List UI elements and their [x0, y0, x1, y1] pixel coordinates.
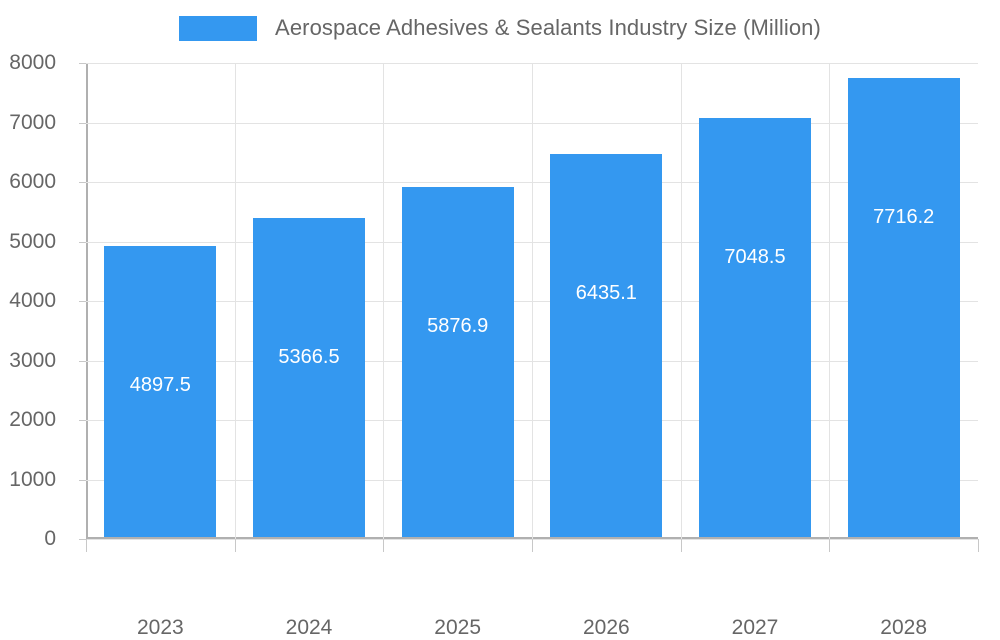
bar-value-label: 6435.1	[575, 282, 637, 305]
gridline-vertical	[532, 63, 533, 539]
y-axis-tick-label: 7000	[9, 110, 56, 134]
y-axis-tick-label: 8000	[9, 51, 56, 74]
x-axis-tick-mark	[383, 539, 385, 552]
x-axis-tick-mark	[829, 539, 831, 552]
x-axis-tick-label: 2023	[136, 616, 184, 639]
x-axis-tick-mark	[978, 539, 979, 552]
y-axis-tick-mark	[79, 182, 86, 183]
bar-value-label: 4897.5	[129, 373, 191, 396]
x-axis-tick-label: 2024	[285, 616, 333, 639]
legend-color-swatch	[179, 15, 258, 41]
x-axis-tick-mark	[86, 539, 87, 552]
bar[interactable]	[699, 117, 811, 537]
y-axis-tick-mark	[79, 241, 86, 243]
gridline-vertical	[234, 63, 236, 539]
y-axis-tick-mark	[79, 360, 86, 362]
x-axis-tick-mark	[234, 539, 236, 552]
y-axis-tick-label: 3000	[9, 348, 56, 372]
y-axis-tick-label: 0	[44, 527, 56, 550]
bar[interactable]	[550, 154, 663, 537]
bar-value-label: 7048.5	[724, 245, 786, 268]
bar[interactable]	[847, 77, 960, 537]
y-axis-tick-label: 4000	[9, 289, 56, 312]
bar-value-label: 7716.2	[873, 205, 935, 228]
bar-value-label: 5366.5	[278, 345, 340, 368]
gridline-vertical	[829, 63, 831, 539]
y-axis-tick-label: 6000	[9, 170, 56, 193]
y-axis-tick-mark	[79, 539, 86, 540]
y-axis-tick-mark	[79, 420, 86, 421]
plot-area: 0 1000 2000 3000 4000 5000 6000 7000 8000 2023 20…	[9, 51, 979, 639]
bar[interactable]	[104, 245, 217, 537]
bar[interactable]	[401, 187, 514, 537]
x-axis-tick-label: 2025	[434, 616, 482, 639]
x-axis-tick-label: 2026	[582, 616, 630, 639]
gridline-vertical	[383, 63, 385, 539]
legend-label: Aerospace Adhesives & Sealants Industry …	[275, 15, 821, 40]
x-axis-tick-label: 2028	[880, 616, 928, 639]
chart-legend: Aerospace Adhesives & Sealants Industry …	[0, 0, 1000, 56]
x-axis-tick-mark	[532, 539, 533, 552]
gridline-vertical	[680, 63, 682, 539]
y-axis-tick-mark	[79, 479, 86, 481]
y-axis-tick-mark	[79, 301, 86, 302]
bar[interactable]	[253, 217, 365, 537]
y-axis-tick-label: 5000	[9, 229, 56, 253]
legend-item[interactable]: Aerospace Adhesives & Sealants Industry …	[179, 15, 821, 41]
y-axis-tick-mark	[79, 63, 86, 64]
y-axis-tick-label: 2000	[9, 408, 56, 431]
y-axis-tick-mark	[79, 122, 86, 124]
x-axis-tick-mark	[680, 539, 682, 552]
x-axis-tick-label: 2027	[731, 616, 779, 639]
y-axis-tick-label: 1000	[9, 467, 56, 491]
bar-value-label: 5876.9	[427, 315, 489, 338]
